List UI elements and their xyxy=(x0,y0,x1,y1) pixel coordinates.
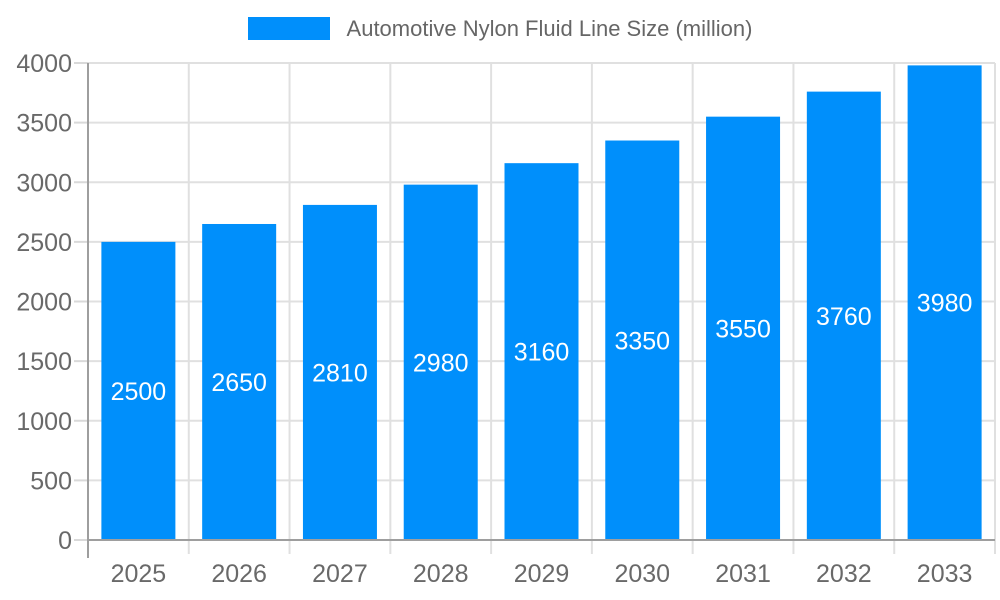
x-axis-label: 2033 xyxy=(917,560,973,588)
y-axis-label: 2500 xyxy=(16,229,72,257)
bar-value-label: 3760 xyxy=(816,303,872,331)
bar-2030 xyxy=(605,140,680,540)
bar-2026 xyxy=(202,223,277,541)
y-axis-label: 4000 xyxy=(16,50,72,78)
x-axis-label: 2027 xyxy=(312,560,368,588)
bar-2025 xyxy=(101,241,176,540)
bar-2027 xyxy=(302,204,377,540)
bar-2031 xyxy=(706,116,781,540)
bar-value-label: 3160 xyxy=(514,339,570,367)
y-axis-label: 2000 xyxy=(16,289,72,317)
legend-label: Automotive Nylon Fluid Line Size (millio… xyxy=(346,16,753,41)
x-axis-label: 2026 xyxy=(211,560,267,588)
bar-value-label: 2980 xyxy=(413,349,469,377)
x-axis-label: 2031 xyxy=(715,560,771,588)
bar-2032 xyxy=(806,91,881,541)
bar-2028 xyxy=(403,184,478,540)
y-axis-label: 1000 xyxy=(16,408,72,436)
x-axis-label: 2028 xyxy=(413,560,469,588)
x-axis-label: 2029 xyxy=(514,560,570,588)
x-axis-label: 2030 xyxy=(614,560,670,588)
legend-swatch-icon xyxy=(247,17,330,40)
bar-value-label: 2650 xyxy=(211,369,267,397)
y-axis-label: 3500 xyxy=(16,110,72,138)
y-axis-label: 1500 xyxy=(16,348,72,376)
y-axis-label: 3000 xyxy=(16,169,72,197)
bar-value-label: 3350 xyxy=(614,327,670,355)
x-axis-label: 2025 xyxy=(111,560,167,588)
bar-value-label: 3550 xyxy=(715,315,771,343)
bar-2029 xyxy=(504,163,579,541)
bar-2033 xyxy=(907,65,982,540)
legend[interactable]: Automotive Nylon Fluid Line Size (millio… xyxy=(0,17,1000,40)
y-axis-label: 0 xyxy=(58,527,72,555)
bar-value-label: 3980 xyxy=(917,290,973,318)
x-axis-label: 2032 xyxy=(816,560,872,588)
bar-value-label: 2500 xyxy=(111,378,167,406)
bar-value-label: 2810 xyxy=(312,359,368,387)
y-axis-label: 500 xyxy=(30,467,72,495)
